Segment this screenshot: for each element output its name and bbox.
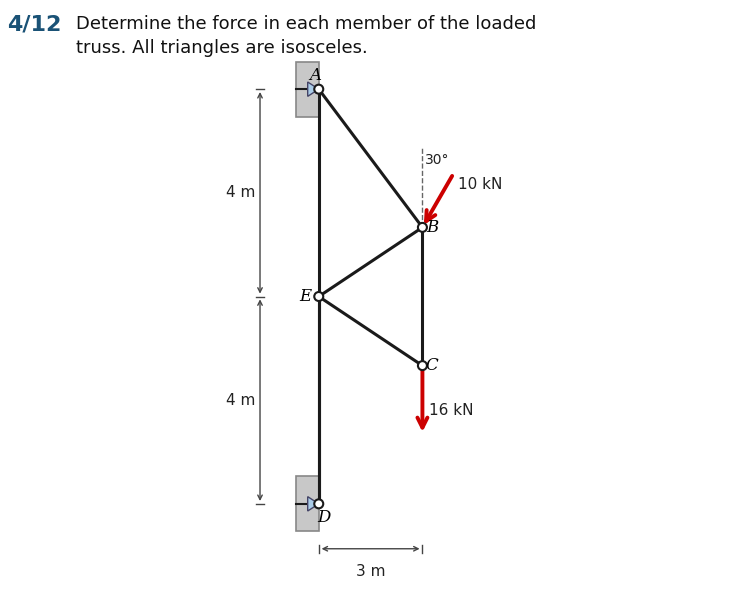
Circle shape [418,223,427,232]
Text: 4 m: 4 m [226,393,256,407]
Text: 16 kN: 16 kN [429,403,473,418]
Circle shape [314,292,323,301]
Text: 3 m: 3 m [356,565,385,579]
Text: D: D [317,509,331,526]
Bar [296,476,319,531]
Text: 4 m: 4 m [226,186,256,200]
Text: 10 kN: 10 kN [458,177,502,192]
Text: B: B [426,219,438,236]
Text: Determine the force in each member of the loaded: Determine the force in each member of th… [76,15,536,33]
Text: C: C [426,357,439,374]
Bar [296,62,319,117]
Circle shape [418,361,427,370]
Text: 4/12: 4/12 [8,15,62,35]
Polygon shape [308,82,319,96]
Text: A: A [310,67,322,84]
Text: E: E [300,288,312,305]
Circle shape [314,499,323,508]
Circle shape [314,85,323,94]
Polygon shape [308,497,319,511]
Circle shape [316,500,322,507]
Text: 30°: 30° [425,153,450,167]
Circle shape [316,86,322,93]
Text: truss. All triangles are isosceles.: truss. All triangles are isosceles. [76,39,367,56]
